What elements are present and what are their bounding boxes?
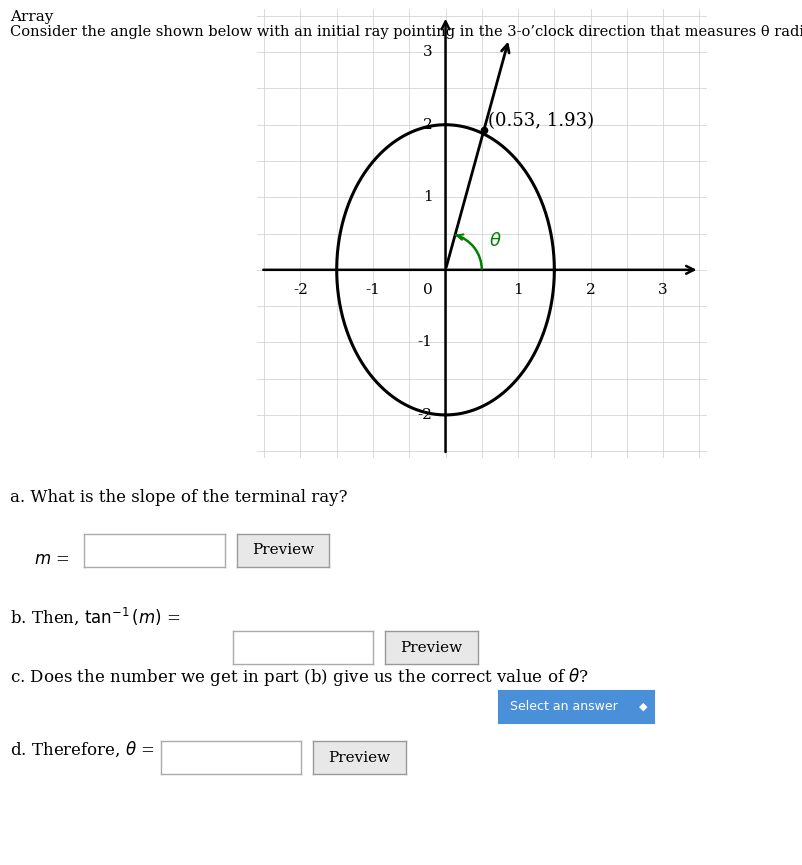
Text: -1: -1 — [417, 336, 432, 349]
Text: a. What is the slope of the terminal ray?: a. What is the slope of the terminal ray… — [10, 489, 346, 506]
Text: (0.53, 1.93): (0.53, 1.93) — [488, 112, 593, 130]
Text: $m$ =: $m$ = — [34, 551, 69, 568]
Text: -2: -2 — [417, 408, 432, 422]
Text: -2: -2 — [293, 283, 307, 297]
Text: b. Then, $\tan^{-1}(m)$ =: b. Then, $\tan^{-1}(m)$ = — [10, 606, 180, 627]
Text: Preview: Preview — [252, 543, 314, 557]
Text: 0: 0 — [422, 283, 432, 297]
Text: 2: 2 — [422, 118, 432, 131]
Text: Preview: Preview — [328, 751, 390, 765]
Text: Preview: Preview — [400, 641, 462, 655]
Text: 1: 1 — [422, 190, 432, 204]
Text: Select an answer: Select an answer — [509, 700, 617, 714]
Text: 3: 3 — [423, 45, 432, 59]
Text: 3: 3 — [658, 283, 667, 297]
Text: c. Does the number we get in part (b) give us the correct value of $\theta$?: c. Does the number we get in part (b) gi… — [10, 666, 588, 688]
Text: 1: 1 — [512, 283, 522, 297]
Text: $\theta$: $\theta$ — [488, 232, 501, 250]
Text: Consider the angle shown below with an initial ray pointing in the 3-o’clock dir: Consider the angle shown below with an i… — [10, 24, 802, 39]
Text: -1: -1 — [365, 283, 380, 297]
Text: 2: 2 — [585, 283, 595, 297]
Text: d. Therefore, $\theta$ =: d. Therefore, $\theta$ = — [10, 740, 154, 759]
Text: ◆: ◆ — [638, 702, 647, 712]
Text: Array: Array — [10, 10, 53, 24]
